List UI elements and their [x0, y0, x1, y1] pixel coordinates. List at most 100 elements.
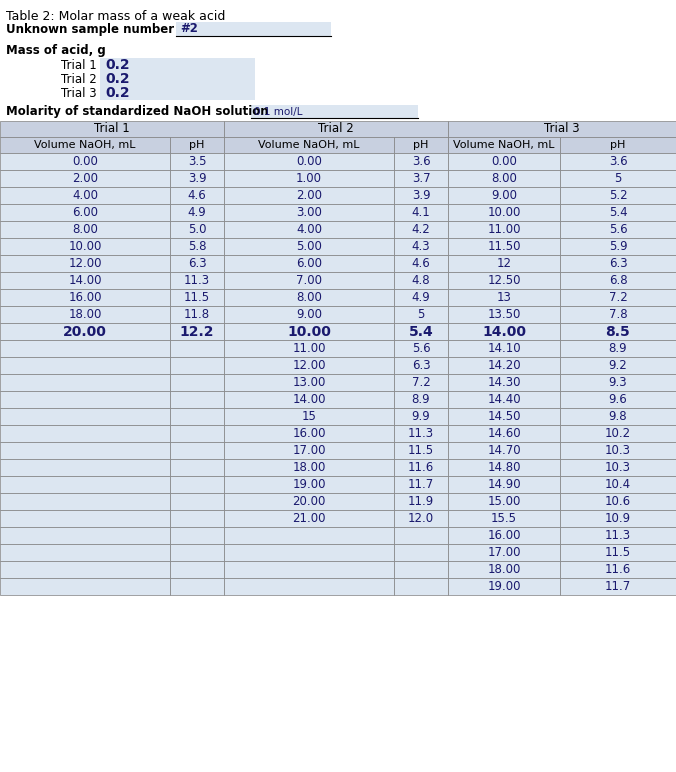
Text: 11.6: 11.6: [408, 461, 434, 474]
Text: 14.30: 14.30: [487, 376, 521, 389]
Text: pH: pH: [189, 140, 205, 150]
Text: Trial 2: Trial 2: [62, 73, 97, 86]
Bar: [170, 425, 224, 442]
Bar: [0, 561, 170, 578]
Bar: [224, 578, 394, 595]
Bar: [448, 561, 560, 578]
Text: 0.2: 0.2: [105, 72, 130, 86]
Bar: [560, 204, 676, 221]
Bar: [0, 221, 170, 238]
Bar: [448, 340, 560, 357]
Text: 12.0: 12.0: [408, 512, 434, 525]
Bar: [560, 561, 676, 578]
Text: 18.00: 18.00: [292, 461, 326, 474]
Text: 5.00: 5.00: [296, 240, 322, 253]
Bar: [224, 357, 394, 374]
Text: 6.00: 6.00: [72, 206, 98, 219]
Bar: [560, 544, 676, 561]
Bar: [448, 153, 560, 170]
Bar: [394, 238, 448, 255]
Text: 11.8: 11.8: [184, 308, 210, 321]
Text: 12.50: 12.50: [487, 274, 521, 287]
Bar: [170, 272, 224, 289]
Bar: [224, 493, 394, 510]
Bar: [394, 255, 448, 272]
Bar: [448, 374, 560, 391]
Bar: [394, 442, 448, 459]
Text: 17.00: 17.00: [487, 546, 521, 559]
Text: 9.3: 9.3: [608, 376, 627, 389]
Text: 10.2: 10.2: [605, 427, 631, 440]
Text: 11.5: 11.5: [605, 546, 631, 559]
Bar: [224, 221, 394, 238]
Text: 9.9: 9.9: [412, 410, 431, 423]
Text: 10.00: 10.00: [487, 206, 521, 219]
Text: Trial 3: Trial 3: [62, 87, 97, 100]
Bar: [394, 476, 448, 493]
Text: 11.5: 11.5: [184, 291, 210, 304]
Bar: [560, 527, 676, 544]
Bar: [224, 255, 394, 272]
Text: Trial 1: Trial 1: [62, 59, 97, 72]
Text: 3.9: 3.9: [412, 189, 431, 202]
Text: 10.9: 10.9: [605, 512, 631, 525]
Text: 12.00: 12.00: [68, 257, 102, 270]
Text: 14.20: 14.20: [487, 359, 521, 372]
Bar: [448, 476, 560, 493]
Bar: [170, 238, 224, 255]
Bar: [448, 204, 560, 221]
Bar: [394, 578, 448, 595]
Text: 12: 12: [496, 257, 512, 270]
Bar: [560, 442, 676, 459]
Text: 11.50: 11.50: [487, 240, 521, 253]
Bar: [0, 391, 170, 408]
Bar: [560, 323, 676, 340]
Bar: [224, 391, 394, 408]
Bar: [394, 357, 448, 374]
Text: 11.6: 11.6: [605, 563, 631, 576]
Bar: [394, 204, 448, 221]
Bar: [224, 510, 394, 527]
Text: 5.9: 5.9: [608, 240, 627, 253]
Bar: [224, 137, 394, 153]
Bar: [394, 391, 448, 408]
Bar: [224, 544, 394, 561]
Bar: [394, 527, 448, 544]
Bar: [0, 137, 170, 153]
Bar: [448, 527, 560, 544]
Text: 13.00: 13.00: [292, 376, 326, 389]
Bar: [560, 255, 676, 272]
Bar: [394, 221, 448, 238]
Bar: [0, 374, 170, 391]
Text: 11.9: 11.9: [408, 495, 434, 508]
Bar: [170, 357, 224, 374]
Text: 6.8: 6.8: [608, 274, 627, 287]
Bar: [394, 137, 448, 153]
Bar: [394, 323, 448, 340]
Bar: [448, 578, 560, 595]
Text: 0.1 mol/L: 0.1 mol/L: [254, 107, 302, 117]
Text: 11.00: 11.00: [487, 223, 521, 236]
Text: 8.00: 8.00: [296, 291, 322, 304]
Bar: [448, 493, 560, 510]
Bar: [0, 306, 170, 323]
Bar: [170, 153, 224, 170]
Text: 14.60: 14.60: [487, 427, 521, 440]
Text: 11.7: 11.7: [605, 580, 631, 593]
Text: pH: pH: [413, 140, 429, 150]
Bar: [224, 289, 394, 306]
Bar: [394, 187, 448, 204]
Bar: [0, 527, 170, 544]
Bar: [170, 578, 224, 595]
Bar: [448, 170, 560, 187]
Bar: [448, 137, 560, 153]
Bar: [0, 204, 170, 221]
Bar: [0, 476, 170, 493]
Bar: [448, 255, 560, 272]
Text: 7.2: 7.2: [608, 291, 627, 304]
Text: 5.4: 5.4: [608, 206, 627, 219]
Bar: [448, 408, 560, 425]
Text: 3.7: 3.7: [412, 172, 431, 185]
Text: 0.2: 0.2: [105, 58, 130, 72]
Bar: [224, 272, 394, 289]
